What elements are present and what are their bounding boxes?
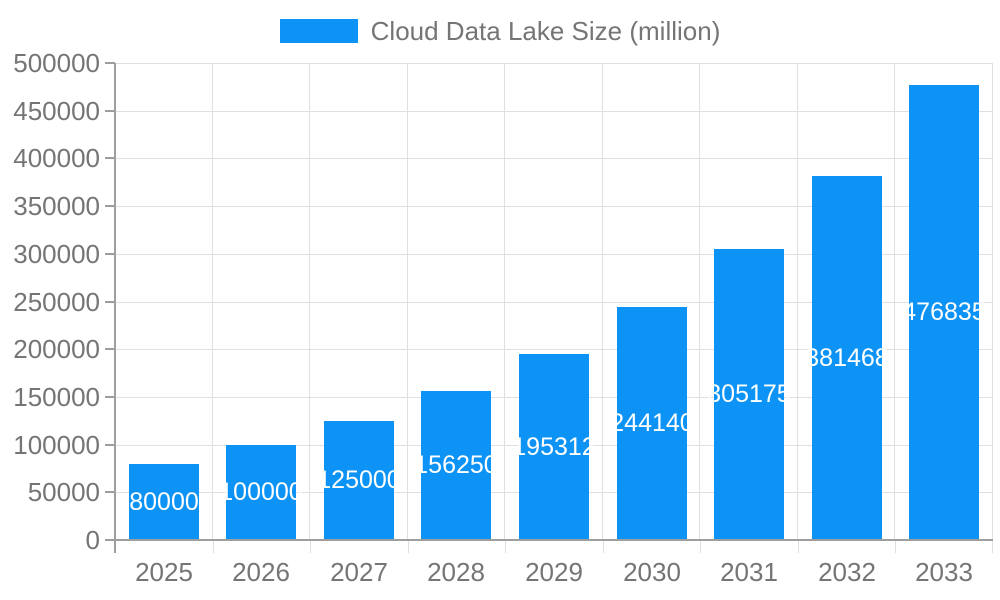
gridline-vertical [797, 63, 798, 540]
x-tick-label: 2029 [525, 557, 583, 587]
bar [714, 249, 784, 540]
x-tick [798, 540, 799, 553]
y-tick-label: 200000 [13, 334, 100, 364]
bar-value-label: 80000 [129, 488, 199, 516]
x-tick [700, 540, 701, 553]
gridline-vertical [894, 63, 895, 540]
gridline-horizontal [115, 111, 993, 112]
x-tick-label: 2026 [232, 557, 290, 587]
x-tick [895, 540, 896, 553]
plot-area: 80000 100000 125000 156250 195312 244140 30517… [115, 63, 993, 540]
gridline-vertical [699, 63, 700, 540]
y-tick-label: 500000 [13, 48, 100, 78]
legend-label: Cloud Data Lake Size (million) [370, 16, 721, 46]
x-axis-line [114, 539, 993, 541]
y-tick-label: 0 [85, 525, 100, 555]
y-tick [105, 491, 115, 493]
x-tick-label: 2028 [427, 557, 485, 587]
bar-value-label: 100000 [219, 478, 303, 506]
bar [519, 354, 589, 540]
y-tick [105, 444, 115, 446]
bar [226, 445, 296, 540]
gridline-horizontal [115, 254, 993, 255]
x-tick-label: 2033 [915, 557, 973, 587]
gridline-horizontal [115, 158, 993, 159]
bar [812, 176, 882, 540]
gridline-vertical [407, 63, 408, 540]
y-tick-label: 250000 [13, 287, 100, 317]
y-tick [105, 157, 115, 159]
x-tick-label: 2031 [720, 557, 778, 587]
gridline-vertical [212, 63, 213, 540]
gridline-horizontal [115, 206, 993, 207]
y-tick [105, 253, 115, 255]
y-tick [105, 62, 115, 64]
x-tick [310, 540, 311, 553]
y-tick-label: 150000 [13, 382, 100, 412]
y-tick [105, 396, 115, 398]
y-tick [105, 539, 115, 541]
y-tick-label: 400000 [13, 143, 100, 173]
gridline-vertical [602, 63, 603, 540]
x-tick-label: 2025 [135, 557, 193, 587]
y-tick [105, 110, 115, 112]
bar-value-label: 305175 [707, 380, 791, 408]
bar-value-label: 195312 [512, 433, 596, 461]
bar [421, 391, 491, 540]
x-tick-label: 2027 [330, 557, 388, 587]
x-tick-label: 2030 [623, 557, 681, 587]
bar [129, 464, 199, 540]
x-tick [505, 540, 506, 553]
gridline-horizontal [115, 302, 993, 303]
y-tick-label: 100000 [13, 430, 100, 460]
gridline-horizontal [115, 349, 993, 350]
y-tick [105, 205, 115, 207]
y-tick-label: 450000 [13, 96, 100, 126]
bar-value-label: 381468 [805, 344, 889, 372]
x-tick [603, 540, 604, 553]
bar [324, 421, 394, 540]
y-tick-label: 300000 [13, 239, 100, 269]
y-tick [105, 348, 115, 350]
gridline-horizontal [115, 63, 993, 64]
y-axis-line [114, 63, 116, 553]
bar-value-label: 156250 [414, 451, 498, 479]
bar [909, 85, 979, 540]
y-tick [105, 301, 115, 303]
gridline-vertical [504, 63, 505, 540]
x-tick [992, 540, 993, 553]
bar-value-label: 476835 [902, 298, 986, 326]
legend-swatch [279, 19, 358, 43]
x-tick [408, 540, 409, 553]
y-tick-label: 50000 [27, 477, 100, 507]
legend[interactable]: Cloud Data Lake Size (million) [0, 16, 1000, 46]
gridline-vertical [309, 63, 310, 540]
x-tick [213, 540, 214, 553]
bar [617, 307, 687, 540]
x-tick-label: 2032 [818, 557, 876, 587]
bar-value-label: 244140 [610, 409, 694, 437]
bar-value-label: 125000 [317, 466, 401, 494]
y-tick-label: 350000 [13, 191, 100, 221]
gridline-vertical [992, 63, 993, 540]
